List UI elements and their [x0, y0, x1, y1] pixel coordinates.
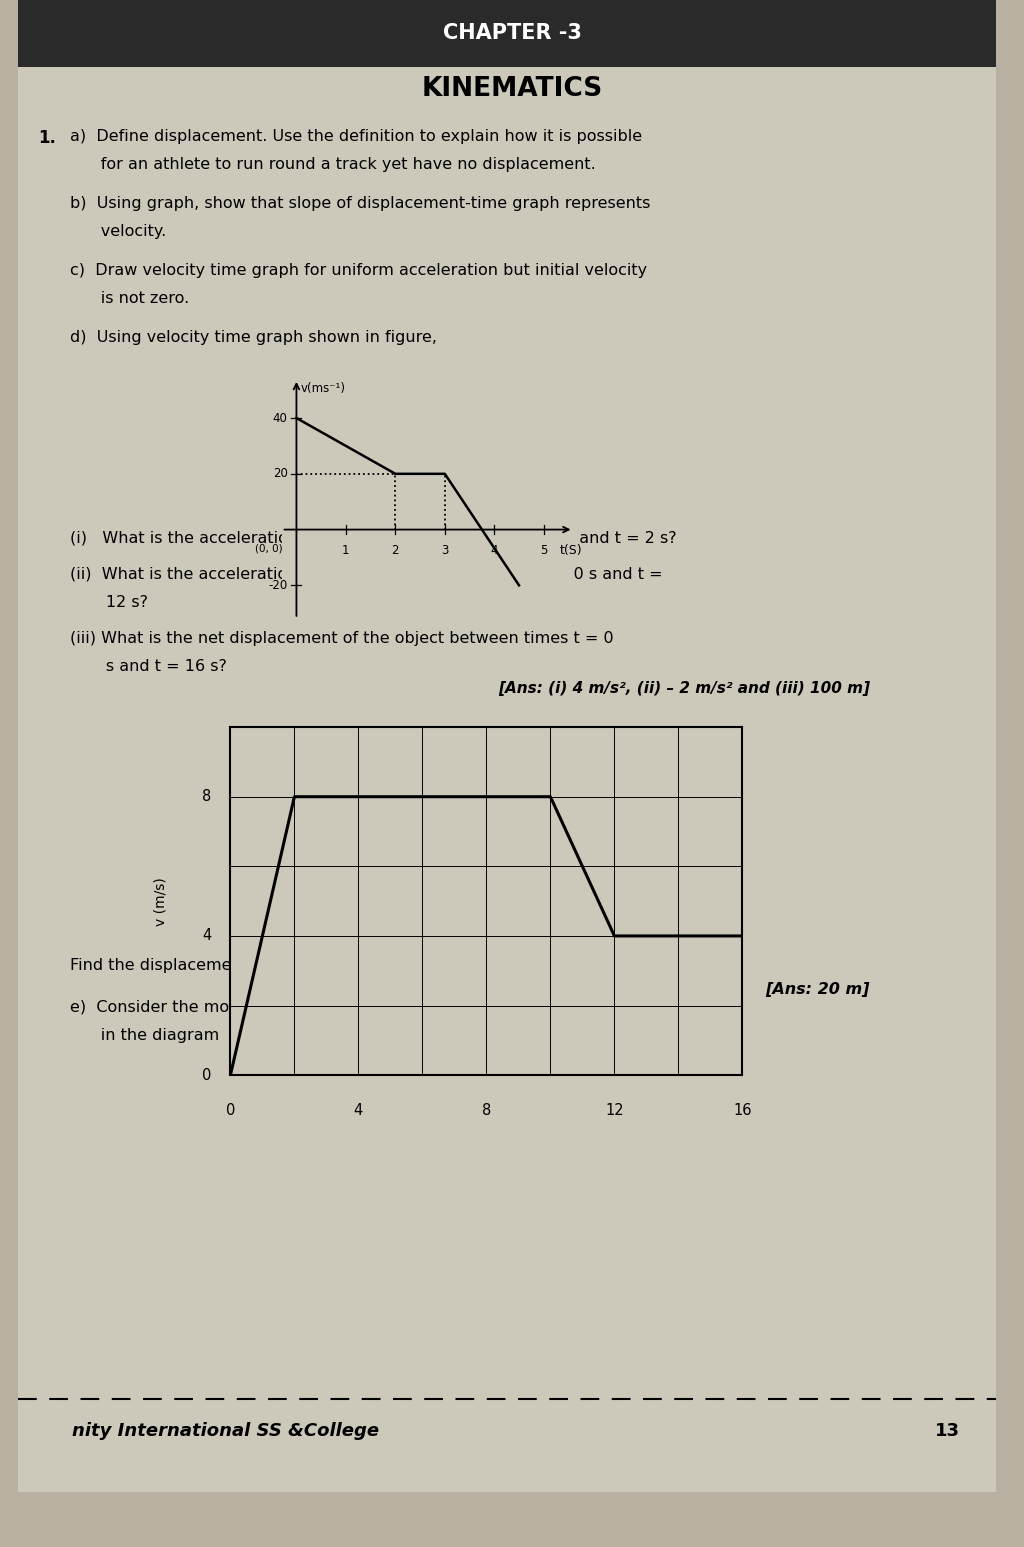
Text: 16: 16	[733, 1103, 752, 1118]
Text: (iii) What is the net displacement of the object between times t = 0: (iii) What is the net displacement of th…	[70, 631, 613, 647]
Text: 0: 0	[202, 1067, 211, 1083]
Text: a)  Define displacement. Use the definition to explain how it is possible: a) Define displacement. Use the definiti…	[70, 128, 642, 144]
Bar	[18, 0, 996, 67]
Text: 12: 12	[605, 1103, 624, 1118]
Text: 0: 0	[225, 1103, 236, 1118]
Text: v (m/s): v (m/s)	[153, 877, 167, 925]
Text: e)  Consider the motion of the object whose velocity-time graph is given: e) Consider the motion of the object who…	[70, 999, 652, 1015]
Text: 4: 4	[353, 1103, 364, 1118]
Text: s and t = 16 s?: s and t = 16 s?	[70, 659, 227, 674]
Text: 20: 20	[272, 467, 288, 480]
Text: 5: 5	[540, 543, 548, 557]
Text: 8: 8	[202, 789, 211, 804]
Text: velocity.: velocity.	[70, 224, 166, 238]
Text: 1.: 1.	[38, 128, 56, 147]
Text: CHAPTER -3: CHAPTER -3	[442, 23, 582, 43]
Text: 3: 3	[441, 543, 449, 557]
Text: 4: 4	[490, 543, 498, 557]
Text: KINEMATICS: KINEMATICS	[421, 76, 603, 102]
Text: 40: 40	[272, 412, 288, 424]
Text: 8: 8	[481, 1103, 492, 1118]
Text: t(S): t(S)	[560, 543, 583, 557]
Text: 1: 1	[342, 543, 349, 557]
Text: 4: 4	[202, 928, 211, 944]
Text: [Ans: (i) 4 m/s², (ii) – 2 m/s² and (iii) 100 m]: [Ans: (i) 4 m/s², (ii) – 2 m/s² and (iii…	[498, 681, 870, 696]
Text: (i)   What is the acceleration of the object between times t = 0 and t = 2 s?: (i) What is the acceleration of the obje…	[70, 531, 677, 546]
Text: is not zero.: is not zero.	[70, 291, 189, 306]
Text: [Ans: 20 m]: [Ans: 20 m]	[766, 982, 870, 996]
Text: d)  Using velocity time graph shown in figure,: d) Using velocity time graph shown in fi…	[70, 330, 437, 345]
Text: -20: -20	[268, 579, 288, 593]
Text: 2: 2	[391, 543, 399, 557]
Text: nity International SS &College: nity International SS &College	[72, 1422, 379, 1440]
Text: v(ms⁻¹): v(ms⁻¹)	[300, 382, 345, 394]
Text: (0, 0): (0, 0)	[255, 543, 283, 554]
Text: c)  Draw velocity time graph for uniform acceleration but initial velocity: c) Draw velocity time graph for uniform …	[70, 263, 647, 278]
Text: Find the displacement of the particle in between 2 second to 5 sec.: Find the displacement of the particle in…	[70, 958, 611, 973]
Text: 12 s?: 12 s?	[70, 596, 148, 610]
Text: b)  Using graph, show that slope of displacement-time graph represents: b) Using graph, show that slope of displ…	[70, 196, 650, 210]
Text: 13: 13	[935, 1422, 961, 1440]
Text: in the diagram: in the diagram	[70, 1029, 219, 1043]
Text: t (s): t (s)	[496, 509, 528, 528]
Text: (ii)  What is the acceleration of the object between times t = 10 s and t =: (ii) What is the acceleration of the obj…	[70, 568, 663, 582]
Text: for an athlete to run round a track yet have no displacement.: for an athlete to run round a track yet …	[70, 156, 596, 172]
